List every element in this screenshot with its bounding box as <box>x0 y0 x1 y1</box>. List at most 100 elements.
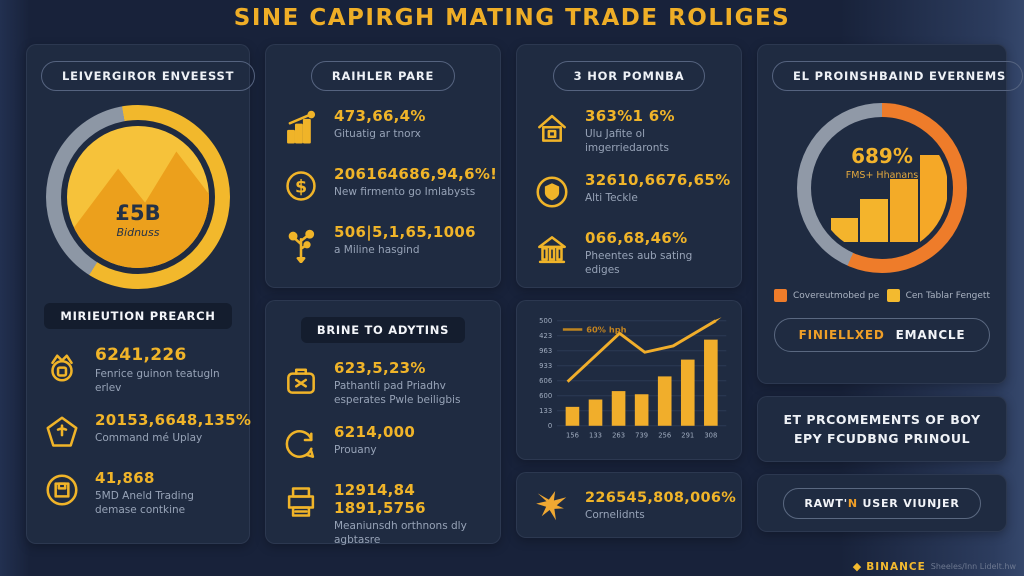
stat-value: 066,68,46% <box>585 229 688 248</box>
stat-label: Pathantli pad Priadhv esperates Pwle bei… <box>334 380 461 406</box>
svg-text:606: 606 <box>539 377 552 385</box>
stat-value: 32610,6676,65% <box>585 171 731 190</box>
legend-label: Covereutmobed pe <box>793 290 880 301</box>
progress-donut-chart: 689% FMS+ Hhanans <box>797 103 967 273</box>
svg-text:60% hph: 60% hph <box>586 324 626 334</box>
brine-adytins-card: BRINE TO ADYTINS 623,5,23% Pathantli pad… <box>265 300 501 547</box>
svg-text:133: 133 <box>539 407 552 415</box>
stat-value: 206164686,94,6%! <box>334 165 498 183</box>
stat-row: 363%1 6% Ulu Jafite ol imgerriedaronts <box>531 107 727 155</box>
eagle-icon <box>531 485 573 527</box>
house-icon <box>531 107 573 149</box>
crown-badge-icon <box>41 345 83 387</box>
legend-item: Cen Tablar Fengett <box>886 289 990 302</box>
svg-text:308: 308 <box>704 431 717 439</box>
donut-inner-coin <box>67 126 209 268</box>
stat-row: 20153,6648,135% Command mé Uplay <box>41 411 251 453</box>
binance-diamond-icon: ◆ <box>852 560 862 573</box>
mountain-shape <box>67 151 209 268</box>
stat-label: New firmento go Imlabysts <box>334 186 476 198</box>
legend-item: Covereutmobed pe <box>774 289 879 302</box>
svg-text:133: 133 <box>589 431 602 439</box>
user-number-card: RAWT'N USER VIUNJER <box>757 474 1007 532</box>
stat-label: Pheentes aub sating ediges <box>585 250 693 276</box>
bar-chart-flag-icon <box>280 107 322 149</box>
briefcase-icon <box>280 359 322 401</box>
balance-donut-chart: £5B Bidnuss <box>46 105 230 289</box>
user-number-button[interactable]: RAWT'N USER VIUNJER <box>783 487 981 519</box>
panel-line-1: ET PRCOMEMENTS OF BOY <box>783 411 981 427</box>
floppy-circle-icon <box>41 469 83 511</box>
stat-row: $ 206164686,94,6%! New firmento go Imlab… <box>280 165 497 207</box>
stat-label: Command mé Uplay <box>95 432 203 445</box>
bar-line-chart: 0 133 600 606 933 963 423 500 156 133 263 739 256 291… <box>539 317 727 439</box>
panel-line-2: EPY FCUDBNG PRINOUL <box>793 431 971 446</box>
bank-icon <box>531 229 573 271</box>
legend-swatch-orange <box>774 289 787 302</box>
footer: ◆ BINANCE Sheeles/Inn Lidelt.hw <box>853 560 1016 573</box>
stat-label: Cornelidnts <box>585 508 645 521</box>
column1-section2-header: MIRIEUTION PREARCH <box>44 303 232 329</box>
step-bars <box>816 122 948 254</box>
stat-label: a Miline hasgind <box>334 244 420 256</box>
stat-row: 32610,6676,65% Alti Teckle <box>531 171 731 213</box>
column-1: LEIVERGIROR ENVEESST £5B Bidnuss MIRIEUT… <box>26 44 256 544</box>
svg-text:263: 263 <box>612 431 625 439</box>
svg-text:739: 739 <box>635 431 648 439</box>
cornelidnts-card: 226545,808,006% Cornelidnts <box>516 472 742 538</box>
finiellxed-emancle-button[interactable]: FINIELLXED EMANCLE <box>773 318 991 352</box>
stat-value: 623,5,23% <box>334 359 426 377</box>
proinshbaind-card: EL PROINSHBAIND EVERNEMS 689% FMS+ Hhana… <box>757 44 1023 384</box>
stat-label: Gituatig ar tnorx <box>334 128 421 140</box>
column2-section2-header: BRINE TO ADYTINS <box>300 317 466 343</box>
stat-label: Meaniunsdh orthnons dly agbtasre <box>334 520 467 546</box>
dollar-coin-icon: $ <box>280 165 322 207</box>
stat-row: 473,66,4% Gituatig ar tnorx <box>280 107 486 149</box>
svg-text:0: 0 <box>548 422 552 430</box>
svg-text:$: $ <box>295 177 307 197</box>
stat-label: Prouany <box>334 444 377 457</box>
footer-brand: BINANCE <box>866 560 926 573</box>
raihler-pare-card: RAIHLER PARE 473,66,4% Gituatig ar tnorx… <box>265 44 501 288</box>
column-4: EL PROINSHBAIND EVERNEMS 689% FMS+ Hhana… <box>757 44 1023 544</box>
sprout-icon <box>280 223 322 265</box>
svg-text:933: 933 <box>539 362 552 370</box>
refresh-arrows-icon <box>280 423 322 465</box>
footer-tagline: Sheeles/Inn Lidelt.hw <box>930 562 1016 571</box>
svg-text:600: 600 <box>539 392 552 400</box>
legend-label: Cen Tablar Fengett <box>905 290 990 301</box>
svg-text:423: 423 <box>539 332 552 340</box>
stat-label: 5MD Aneld Trading demase contkine <box>95 490 194 516</box>
procurements-panel: ET PRCOMEMENTS OF BOY EPY FCUDBNG PRINOU… <box>757 396 1007 462</box>
stat-value: 363%1 6% <box>585 107 675 125</box>
stat-value: 41,868 <box>95 469 155 488</box>
column2-header: RAIHLER PARE <box>310 61 456 91</box>
donut-center-value: 689% <box>851 143 913 168</box>
coin-shield-icon <box>531 171 573 213</box>
stat-value: 506|5,1,65,1006 <box>334 223 476 241</box>
stat-row: 12914,84 1891,5756 Meaniunsdh orthnons d… <box>280 481 486 547</box>
stat-value: 226545,808,006% <box>585 489 737 506</box>
stat-label: Alti Teckle <box>585 192 638 205</box>
stat-value: 6241,226 <box>95 345 187 365</box>
columns-container: LEIVERGIROR ENVEESST £5B Bidnuss MIRIEUT… <box>26 44 1023 547</box>
stat-row: 6214,000 Prouany <box>280 423 486 465</box>
column-3: 3 HOR POMNBA 363%1 6% Ulu Jafite ol imge… <box>516 44 742 544</box>
svg-text:963: 963 <box>539 347 552 355</box>
growth-chart-card: 0 133 600 606 933 963 423 500 156 133 263 739 256 291… <box>516 300 742 460</box>
stat-value: 20153,6648,135% <box>95 411 252 430</box>
page-title: SINE CAPIRGH MATING TRADE ROLIGES <box>233 5 791 31</box>
stat-row: 623,5,23% Pathantli pad Priadhv esperate… <box>280 359 486 407</box>
stat-row: 41,868 5MD Aneld Trading demase contkine <box>41 469 235 517</box>
stat-row: 226545,808,006% Cornelidnts <box>531 485 736 527</box>
stat-label: Ulu Jafite ol imgerriedaronts <box>585 128 669 154</box>
stat-value: 12914,84 1891,5756 <box>334 481 426 518</box>
svg-text:156: 156 <box>566 431 579 439</box>
svg-text:291: 291 <box>681 431 694 439</box>
chart-legend: Covereutmobed pe Cen Tablar Fengett <box>774 289 990 302</box>
stat-row: 066,68,46% Pheentes aub sating ediges <box>531 229 727 277</box>
donut-center-label: FMS+ Hhanans <box>845 169 919 181</box>
column3-header: 3 HOR POMNBA <box>552 61 706 91</box>
stat-row: 506|5,1,65,1006 a Miline hasgind <box>280 223 486 265</box>
printer-icon <box>280 481 322 523</box>
